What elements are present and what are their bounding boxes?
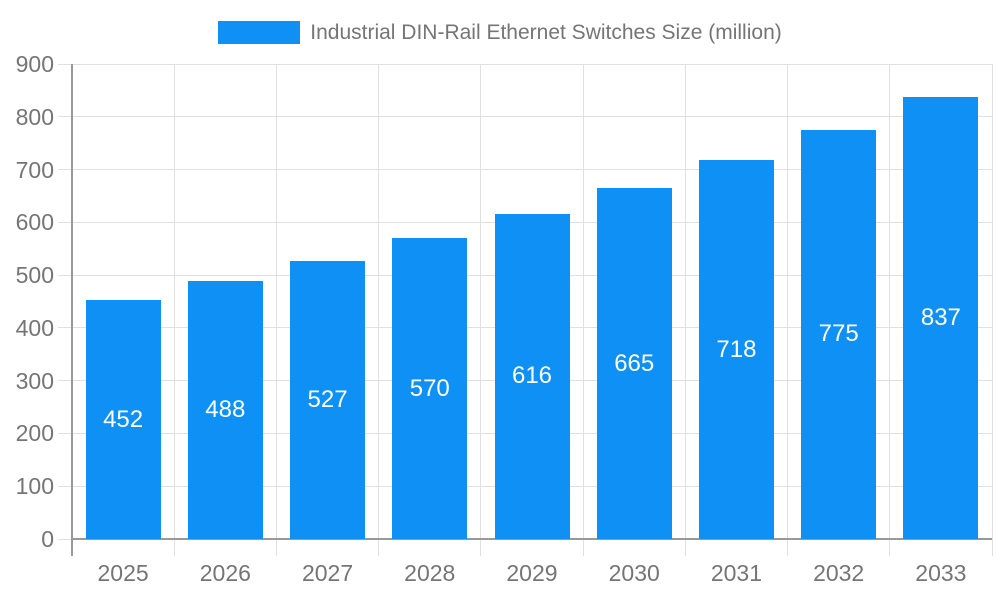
v-gridline-8 (889, 64, 891, 539)
x-axis-label-2029: 2029 (506, 560, 558, 586)
y-tick-300 (58, 380, 72, 382)
v-gridline-3 (378, 64, 380, 539)
x-axis-label-2027: 2027 (301, 560, 354, 586)
x-axis-label-2032: 2032 (813, 560, 865, 586)
y-tick-100 (58, 485, 72, 487)
y-tick-700 (58, 169, 72, 171)
bar-value-label-2031: 718 (716, 335, 757, 363)
x-axis-label-2030: 2030 (608, 560, 660, 586)
h-gridline-900 (72, 63, 992, 65)
y-axis-label-100: 100 (15, 473, 54, 500)
y-axis-label-500: 500 (15, 262, 54, 289)
x-tick-1 (173, 539, 175, 556)
x-tick-5 (582, 539, 584, 556)
y-tick-0 (58, 538, 72, 540)
y-axis-label-200: 200 (15, 420, 54, 447)
legend-label: Industrial DIN-Rail Ethernet Switches Si… (310, 21, 782, 44)
v-gridline-2 (275, 64, 277, 539)
y-tick-900 (58, 63, 72, 65)
bar-2027[interactable]: 527 (290, 260, 366, 539)
y-tick-600 (58, 221, 72, 223)
x-axis-label-2025: 2025 (97, 560, 149, 586)
x-axis-label-2031: 2031 (710, 560, 763, 586)
v-gridline-7 (787, 64, 789, 539)
y-axis-label-0: 0 (41, 526, 54, 552)
y-tick-800 (58, 116, 72, 118)
bar-value-label-2029: 616 (511, 362, 553, 390)
bar-value-label-2028: 570 (409, 374, 450, 402)
bar-2028[interactable]: 570 (392, 238, 468, 539)
v-gridline-5 (582, 64, 584, 539)
x-axis-label-2028: 2028 (404, 560, 456, 586)
legend-swatch[interactable] (218, 21, 301, 44)
v-gridline-6 (684, 64, 686, 539)
x-tick-4 (480, 539, 482, 556)
bar-value-label-2033: 837 (920, 304, 961, 332)
bar-2031[interactable]: 718 (698, 160, 774, 539)
y-axis-label-800: 800 (15, 103, 54, 130)
y-tick-500 (58, 274, 72, 276)
x-tick-8 (889, 539, 891, 556)
bar-2033[interactable]: 837 (903, 97, 979, 539)
x-axis-label-2033: 2033 (915, 560, 967, 586)
bar-2025[interactable]: 452 (85, 300, 161, 539)
y-tick-400 (58, 327, 72, 329)
bar-value-label-2025: 452 (103, 405, 144, 433)
x-tick-6 (684, 539, 686, 556)
y-axis-line (71, 64, 73, 556)
y-axis-label-300: 300 (15, 367, 54, 394)
h-gridline-800 (72, 116, 992, 118)
y-axis-label-700: 700 (15, 156, 54, 183)
y-axis-label-400: 400 (15, 314, 54, 341)
x-axis-label-2026: 2026 (199, 560, 251, 586)
y-axis-label-900: 900 (15, 51, 54, 77)
v-gridline-9 (991, 64, 993, 539)
bar-value-label-2030: 665 (614, 349, 655, 377)
bar-2029[interactable]: 616 (494, 213, 570, 539)
x-tick-9 (991, 539, 993, 556)
bar-value-label-2032: 775 (818, 320, 859, 348)
x-axis-line (72, 538, 992, 540)
h-gridline-700 (72, 169, 992, 171)
bar-2026[interactable]: 488 (187, 281, 263, 539)
bar-value-label-2026: 488 (205, 396, 246, 424)
y-tick-200 (58, 432, 72, 434)
x-tick-2 (275, 539, 277, 556)
bar-2030[interactable]: 665 (596, 188, 672, 539)
y-axis-label-600: 600 (15, 209, 54, 236)
legend[interactable]: Industrial DIN-Rail Ethernet Switches Si… (0, 20, 1000, 45)
v-gridline-4 (480, 64, 482, 539)
x-tick-3 (378, 539, 380, 556)
bar-2032[interactable]: 775 (801, 129, 877, 539)
v-gridline-1 (173, 64, 175, 539)
x-tick-7 (787, 539, 789, 556)
bar-value-label-2027: 527 (307, 385, 348, 413)
